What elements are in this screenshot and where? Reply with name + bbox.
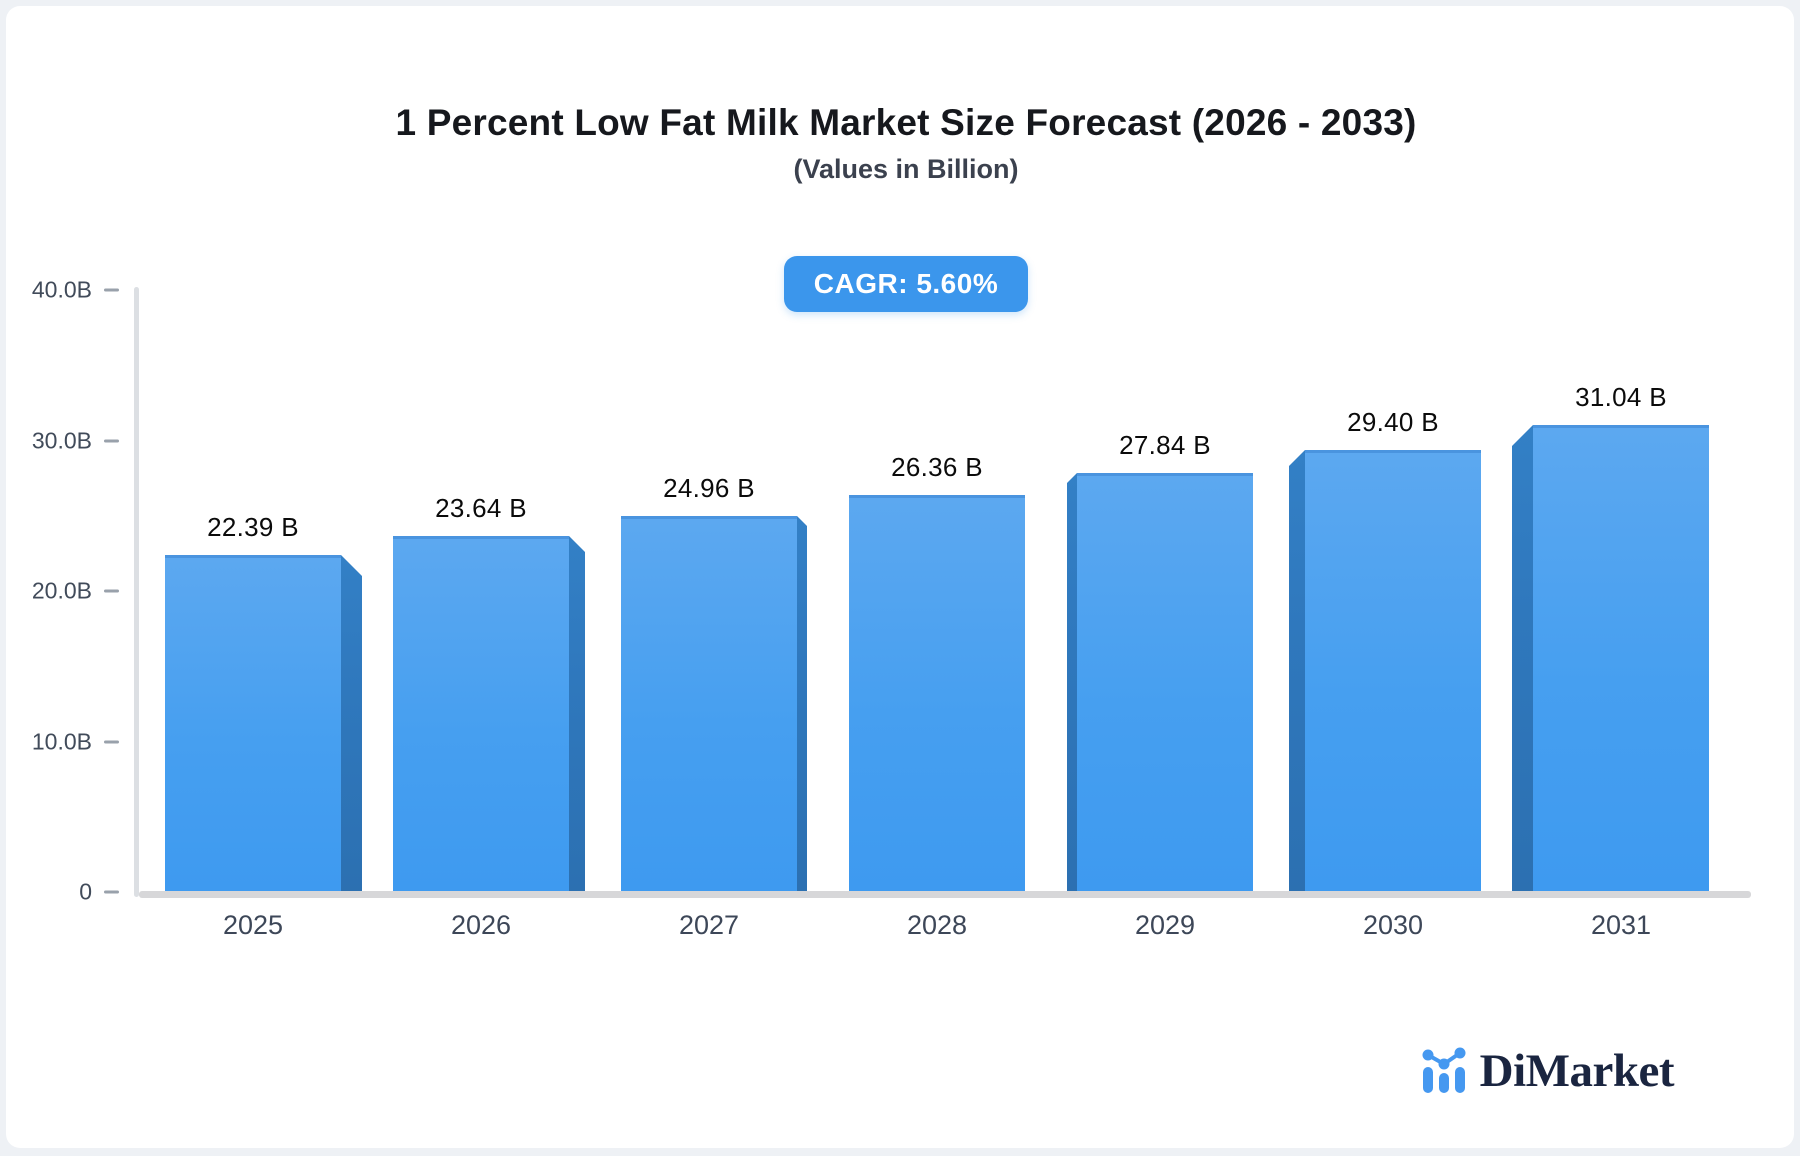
cagr-badge-row: CAGR: 5.60% [6, 256, 1800, 312]
bar-value-label: 31.04 B [1575, 382, 1667, 412]
dimarket-logo-text: DiMarket [1479, 1045, 1675, 1097]
bar-side-face [1067, 473, 1077, 892]
bar-face [393, 536, 569, 892]
x-axis-label: 2025 [222, 910, 284, 940]
bar-value-label: 27.84 B [1119, 430, 1211, 460]
bar-value-label: 26.36 B [891, 452, 983, 482]
y-axis-tick-mark [104, 439, 119, 442]
x-axis-label: 2026 [450, 910, 512, 940]
x-axis-label: 2031 [1590, 910, 1652, 940]
y-axis-tick-mark [104, 890, 119, 894]
chart-title: 1 Percent Low Fat Milk Market Size Forec… [395, 102, 1417, 143]
y-axis-tick-label: 30.0B [31, 427, 92, 453]
dimarket-logo: DiMarket [1420, 1044, 1675, 1098]
bar-face [1533, 425, 1709, 892]
x-axis-label: 2027 [678, 910, 740, 940]
y-axis-tick-label: 40.0B [31, 276, 92, 303]
y-axis-line [134, 287, 139, 897]
cagr-badge: CAGR: 5.60% [783, 256, 1029, 312]
y-axis-tick-mark [104, 288, 119, 292]
bar-value-label: 24.96 B [663, 473, 755, 503]
bar-column-2027: 24.96 B 2027 [595, 290, 823, 940]
x-axis-label: 2029 [1134, 910, 1196, 940]
chart-card: 1 Percent Low Fat Milk Market Size Forec… [6, 6, 1794, 1148]
bar-column-2025: 22.39 B 2025 [139, 290, 367, 940]
bar-value-label: 23.64 B [435, 493, 527, 523]
bar-column-2031: 31.04 B 2031 [1507, 290, 1735, 940]
bar-side-face [569, 536, 585, 892]
y-axis-tick-mark [104, 740, 119, 743]
bar-face [621, 516, 797, 892]
bar-column-2029: 27.84 B 2029 [1051, 290, 1279, 940]
y-axis-tick-label: 10.0B [31, 728, 92, 754]
bar-column-2030: 29.40 B 2030 [1279, 290, 1507, 940]
bar-side-face [341, 555, 362, 892]
x-axis-label: 2030 [1362, 910, 1424, 940]
chart-subtitle: (Values in Billion) [793, 154, 1019, 184]
y-axis-tick-label: 0 [79, 878, 92, 905]
bar-side-face [797, 516, 807, 892]
bar-line-chart-icon [1422, 1047, 1466, 1093]
x-axis-baseline [139, 891, 1751, 898]
bar-value-label: 29.40 B [1347, 407, 1439, 437]
bar-face [1305, 450, 1481, 892]
plot-area: 22.39 B 2025 23.64 B 2026 24.96 B 2027 26.36 B… [139, 290, 1735, 940]
bar-column-2026: 23.64 B 2026 [367, 290, 595, 940]
bar-face [1077, 473, 1253, 892]
x-axis-label: 2028 [906, 910, 968, 940]
bar-value-label: 22.39 B [207, 512, 299, 542]
bar-column-2028: 26.36 B 2028 [823, 290, 1051, 940]
bar-face [849, 495, 1025, 892]
bar-side-face [1512, 425, 1533, 892]
y-axis-tick-label: 20.0B [31, 577, 92, 604]
bar-face [165, 555, 341, 892]
y-axis-tick-mark [104, 589, 119, 593]
bar-side-face [1289, 450, 1305, 892]
